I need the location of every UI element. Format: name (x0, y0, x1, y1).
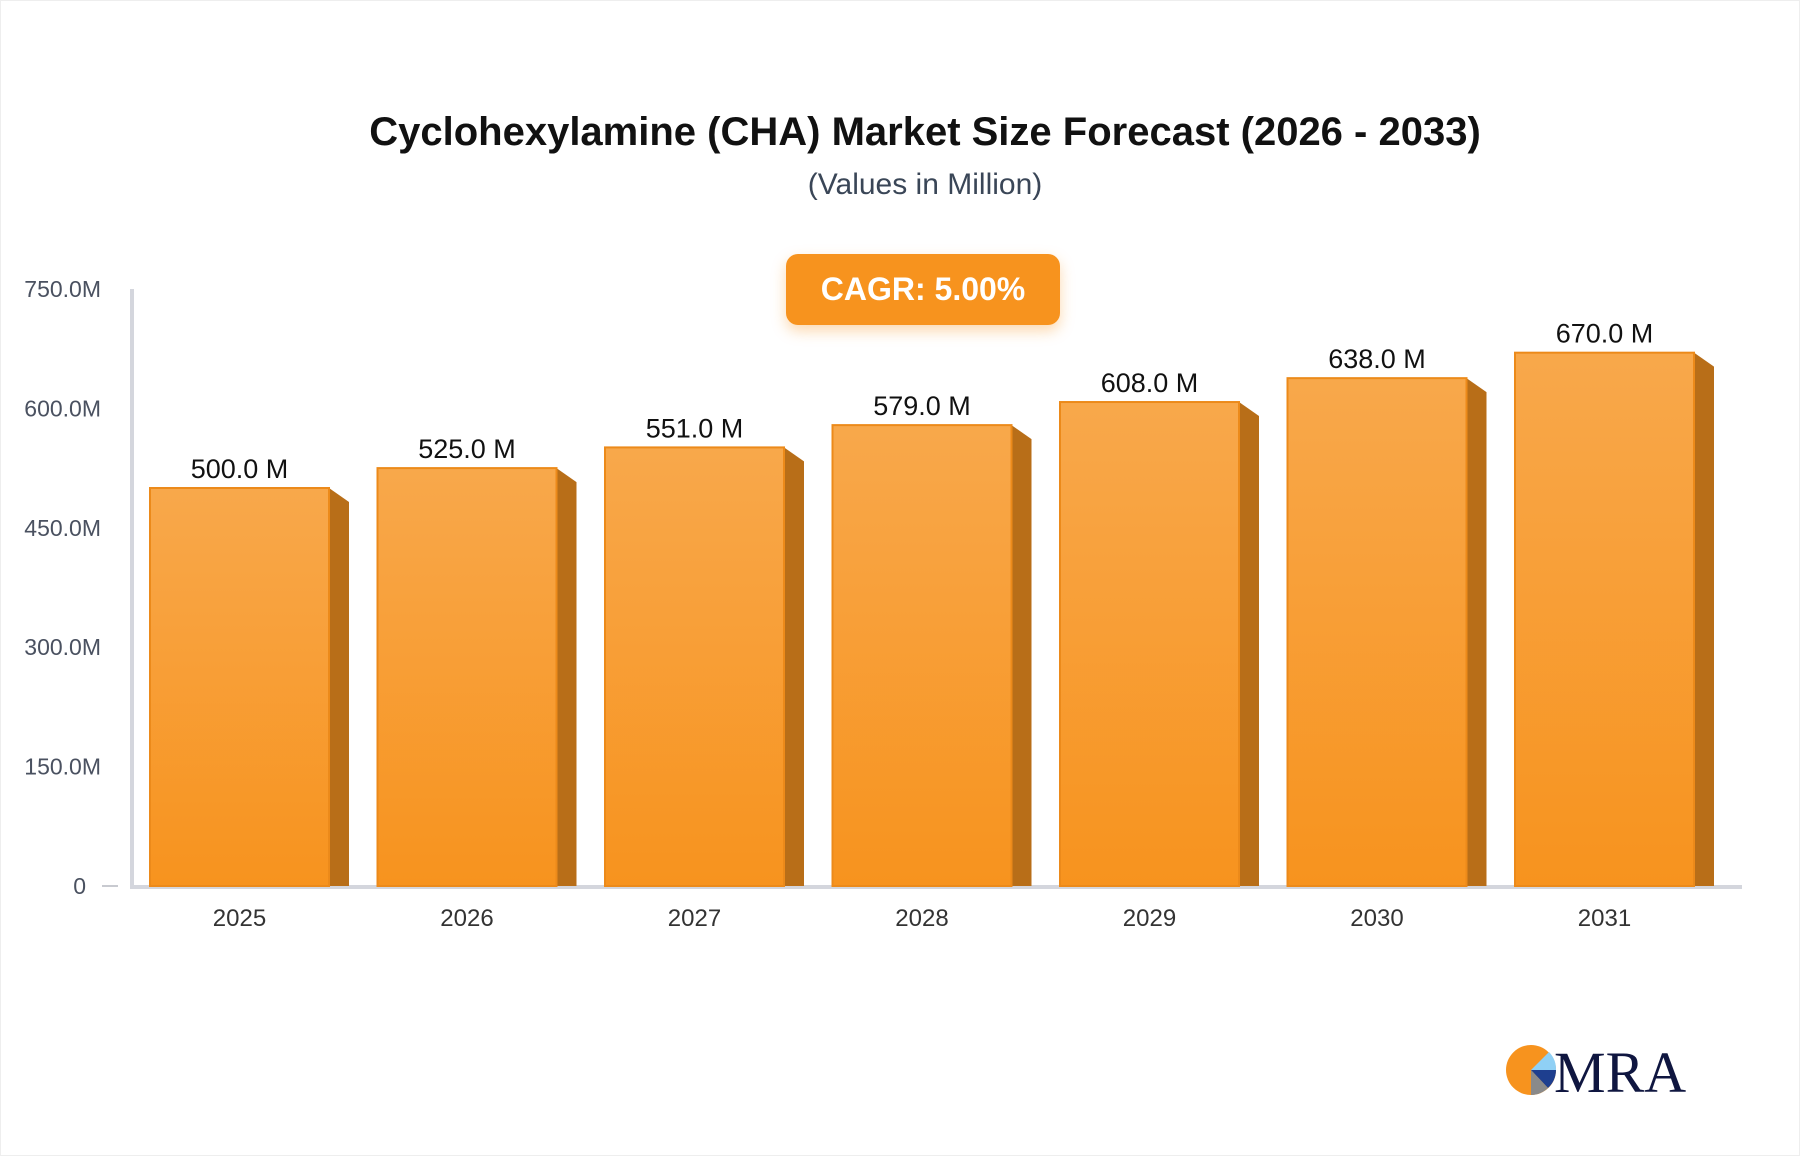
chart-subtitle: (Values in Million) (807, 168, 1043, 201)
x-tick-label: 2027 (668, 905, 721, 932)
bar-side (1466, 378, 1487, 886)
svg-text:MRA: MRA (1554, 1040, 1686, 1100)
mra-logo: MRA (1506, 1040, 1686, 1100)
bar (149, 487, 330, 887)
x-tick-label: 2031 (1578, 905, 1631, 932)
bar-side (329, 488, 349, 886)
data-label: 525.0 M (418, 434, 516, 464)
y-tick-label: 750.0M (24, 276, 101, 302)
bar (831, 424, 1013, 887)
data-label: 638.0 M (1328, 344, 1426, 374)
bar-side (784, 447, 804, 886)
bar-side (1694, 352, 1714, 886)
data-label: 551.0 M (646, 413, 744, 443)
x-tick-label: 2028 (895, 905, 948, 932)
bar (604, 446, 785, 887)
bar (1286, 377, 1468, 887)
x-tick-label: 2030 (1350, 905, 1403, 932)
data-label: 608.0 M (1101, 368, 1199, 398)
bar-side (556, 468, 577, 886)
data-label: 579.0 M (873, 391, 971, 421)
x-tick-label: 2025 (213, 905, 266, 932)
bar-side (1239, 402, 1259, 886)
bar (376, 467, 558, 887)
y-tick-label: 450.0M (24, 515, 101, 541)
x-tick-label: 2026 (440, 905, 493, 932)
y-tick-label: 600.0M (24, 395, 101, 421)
y-tick-label: 300.0M (24, 634, 101, 660)
chart-title: Cyclohexylamine (CHA) Market Size Foreca… (369, 110, 1481, 154)
y-tick-label: 0 (73, 873, 86, 899)
data-label: 500.0 M (191, 454, 289, 484)
bar-side (1011, 425, 1032, 886)
bar (1059, 401, 1240, 887)
x-tick-label: 2029 (1123, 905, 1176, 932)
cagr-badge: CAGR: 5.00% (786, 254, 1060, 325)
y-tick-label: 150.0M (24, 754, 101, 780)
data-label: 670.0 M (1556, 319, 1654, 349)
bar (1514, 351, 1695, 887)
